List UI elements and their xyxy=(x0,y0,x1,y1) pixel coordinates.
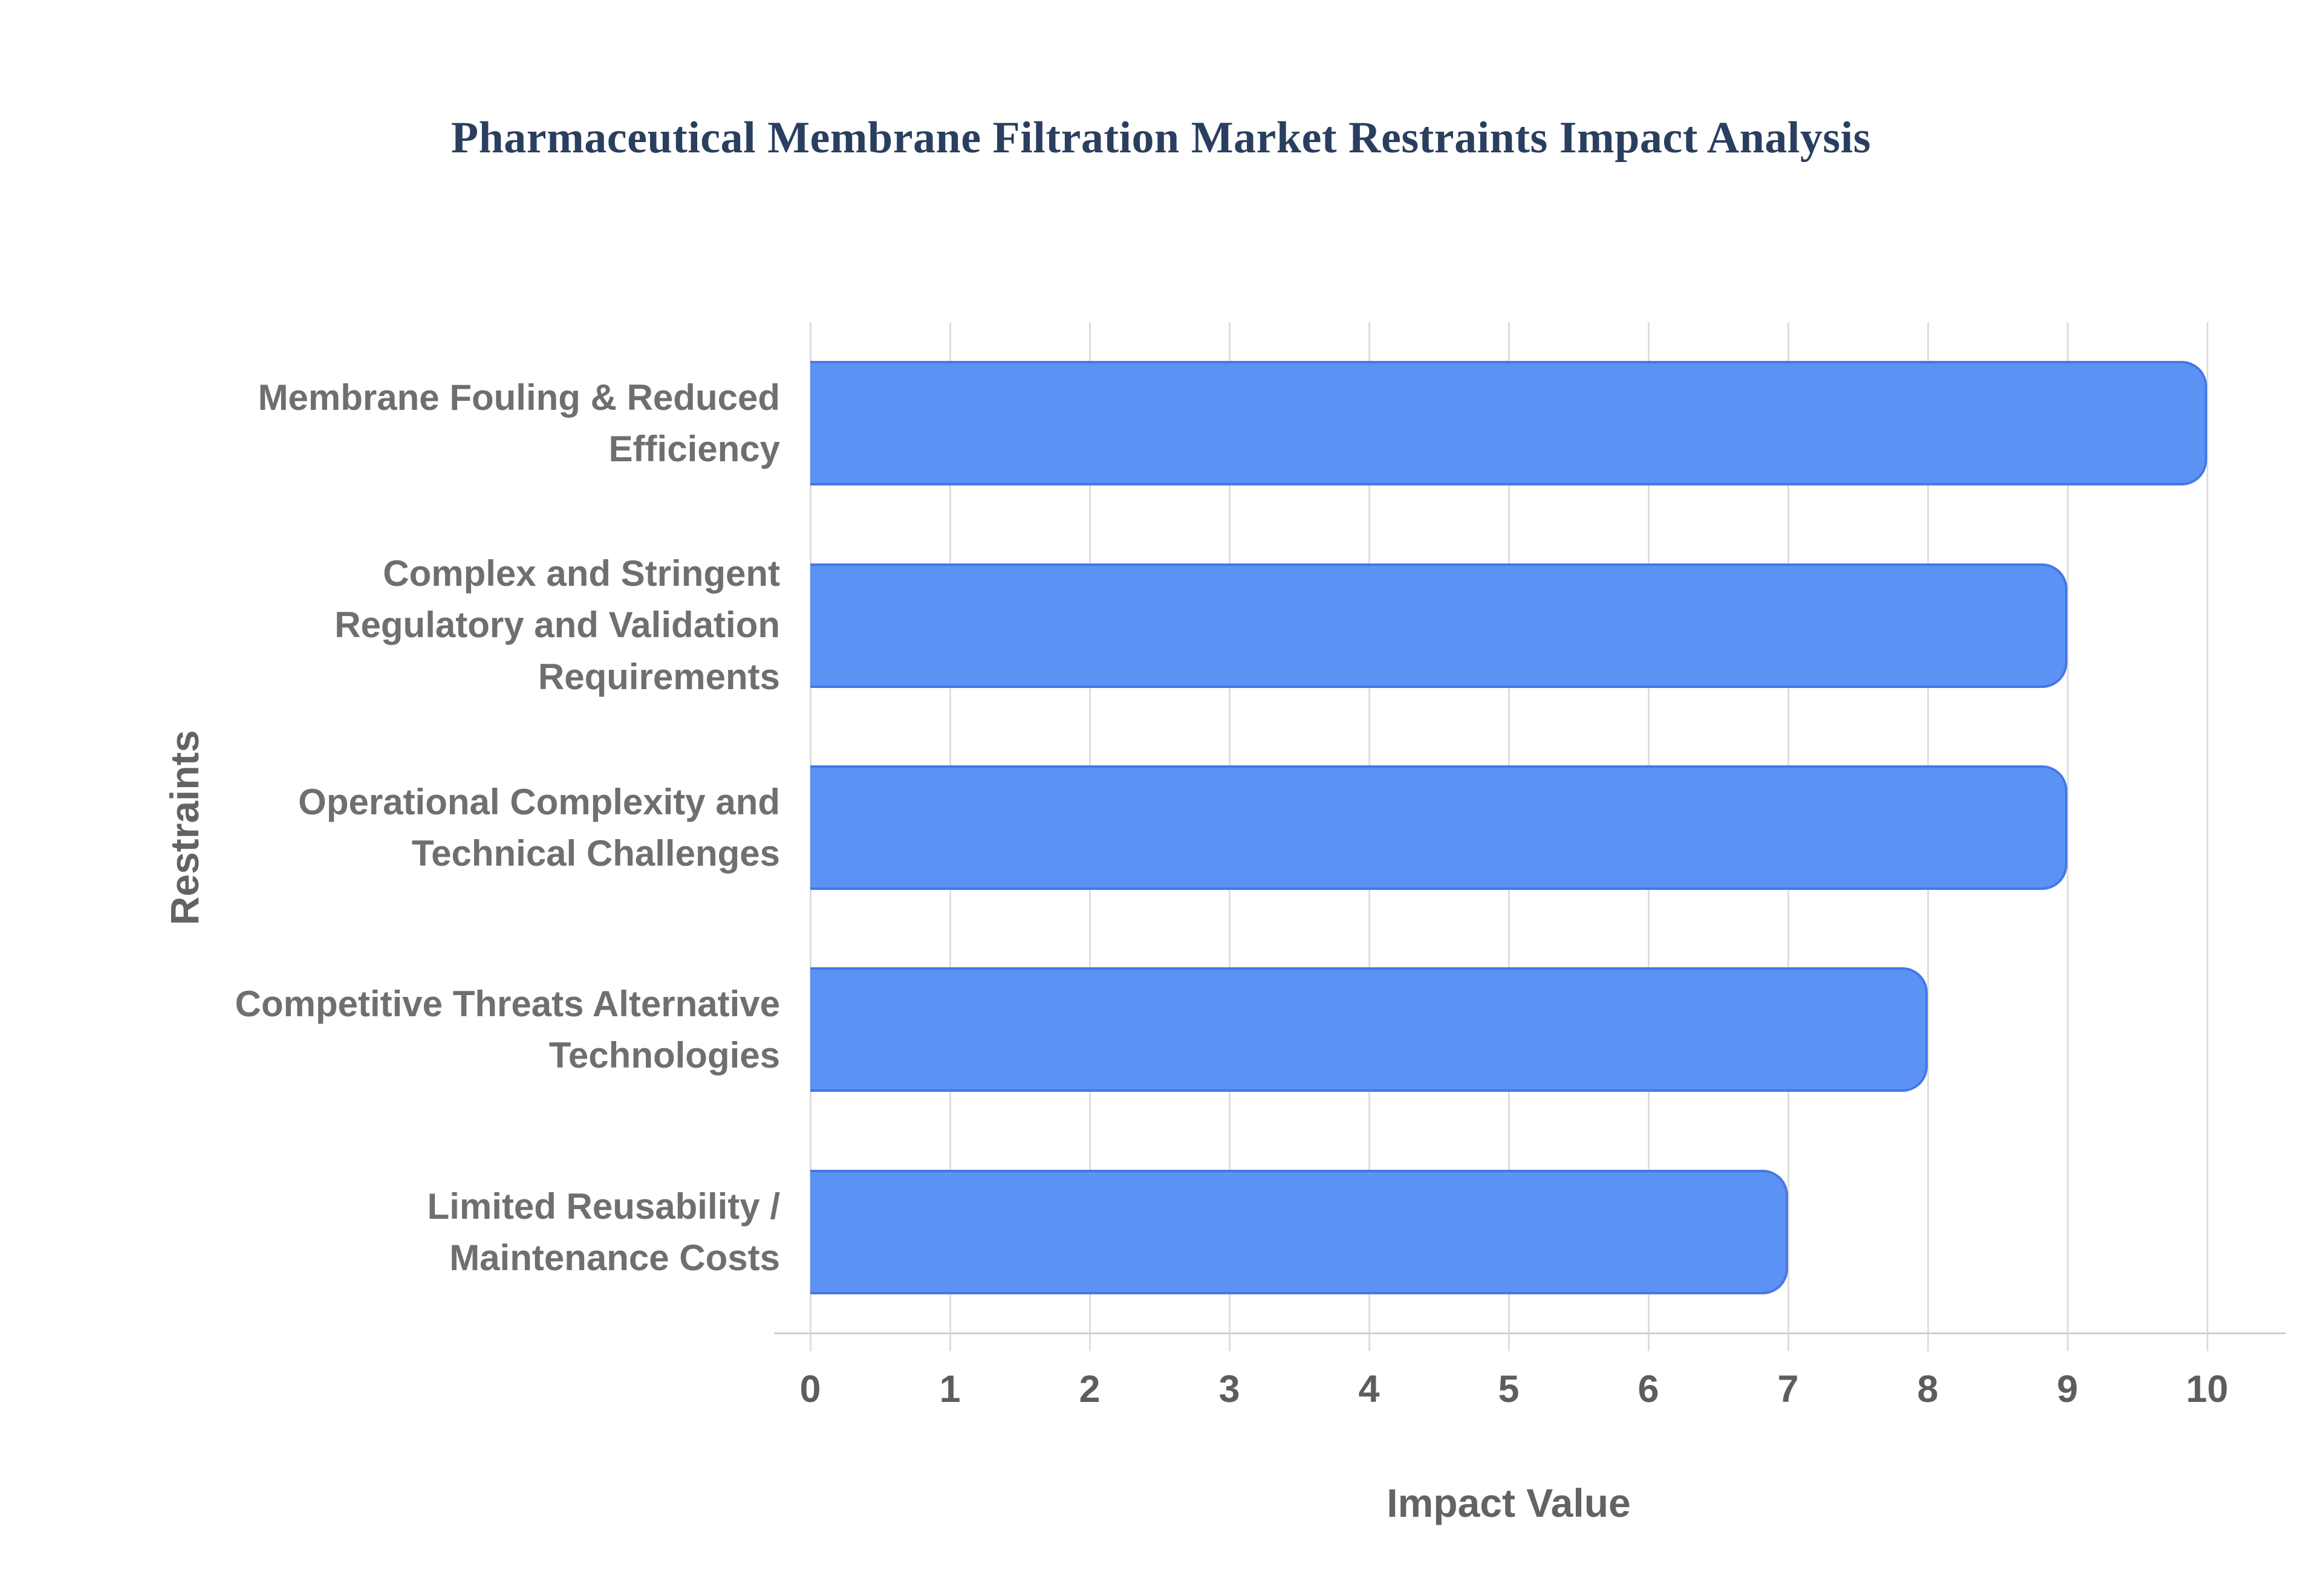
bar[interactable] xyxy=(810,563,2067,688)
x-tick-label: 8 xyxy=(1917,1368,1939,1410)
y-category-label: Competitive Threats Alternative Technolo… xyxy=(235,983,780,1075)
x-tick-label: 4 xyxy=(1358,1368,1380,1410)
gridline xyxy=(2067,322,2069,1351)
y-category-label: Membrane Fouling & Reduced Efficiency xyxy=(258,377,780,469)
y-axis-category-labels: Membrane Fouling & Reduced Efficiency Com… xyxy=(200,322,780,1333)
x-tick-label: 9 xyxy=(2057,1368,2078,1410)
bar[interactable] xyxy=(810,765,2067,890)
x-tick-label: 5 xyxy=(1498,1368,1520,1410)
y-category-label: Limited Reusability / Maintenance Costs xyxy=(427,1186,780,1278)
bar[interactable] xyxy=(810,967,1928,1092)
x-tick-label: 1 xyxy=(939,1368,961,1410)
x-axis-line xyxy=(774,1332,2286,1334)
chart-title: Pharmaceutical Membrane Filtration Marke… xyxy=(450,113,1872,163)
gridline xyxy=(2207,322,2208,1351)
plot-area xyxy=(774,322,2286,1351)
x-tick-label: 6 xyxy=(1637,1368,1659,1410)
x-tick-label: 0 xyxy=(799,1368,821,1410)
x-tick-label: 2 xyxy=(1079,1368,1101,1410)
x-tick-label: 3 xyxy=(1218,1368,1240,1410)
y-category-label: Operational Complexity and Technical Cha… xyxy=(298,781,780,874)
bar[interactable] xyxy=(810,1170,1788,1294)
x-tick-label: 7 xyxy=(1777,1368,1799,1410)
x-axis-tick-labels: 0 1 2 3 4 5 6 7 8 9 10 xyxy=(799,1367,2228,1422)
bar[interactable] xyxy=(810,361,2207,485)
x-tick-label: 10 xyxy=(2185,1368,2229,1410)
y-category-label: Complex and Stringent Regulatory and Val… xyxy=(334,553,780,697)
x-axis-title: Impact Value xyxy=(1387,1481,1631,1525)
